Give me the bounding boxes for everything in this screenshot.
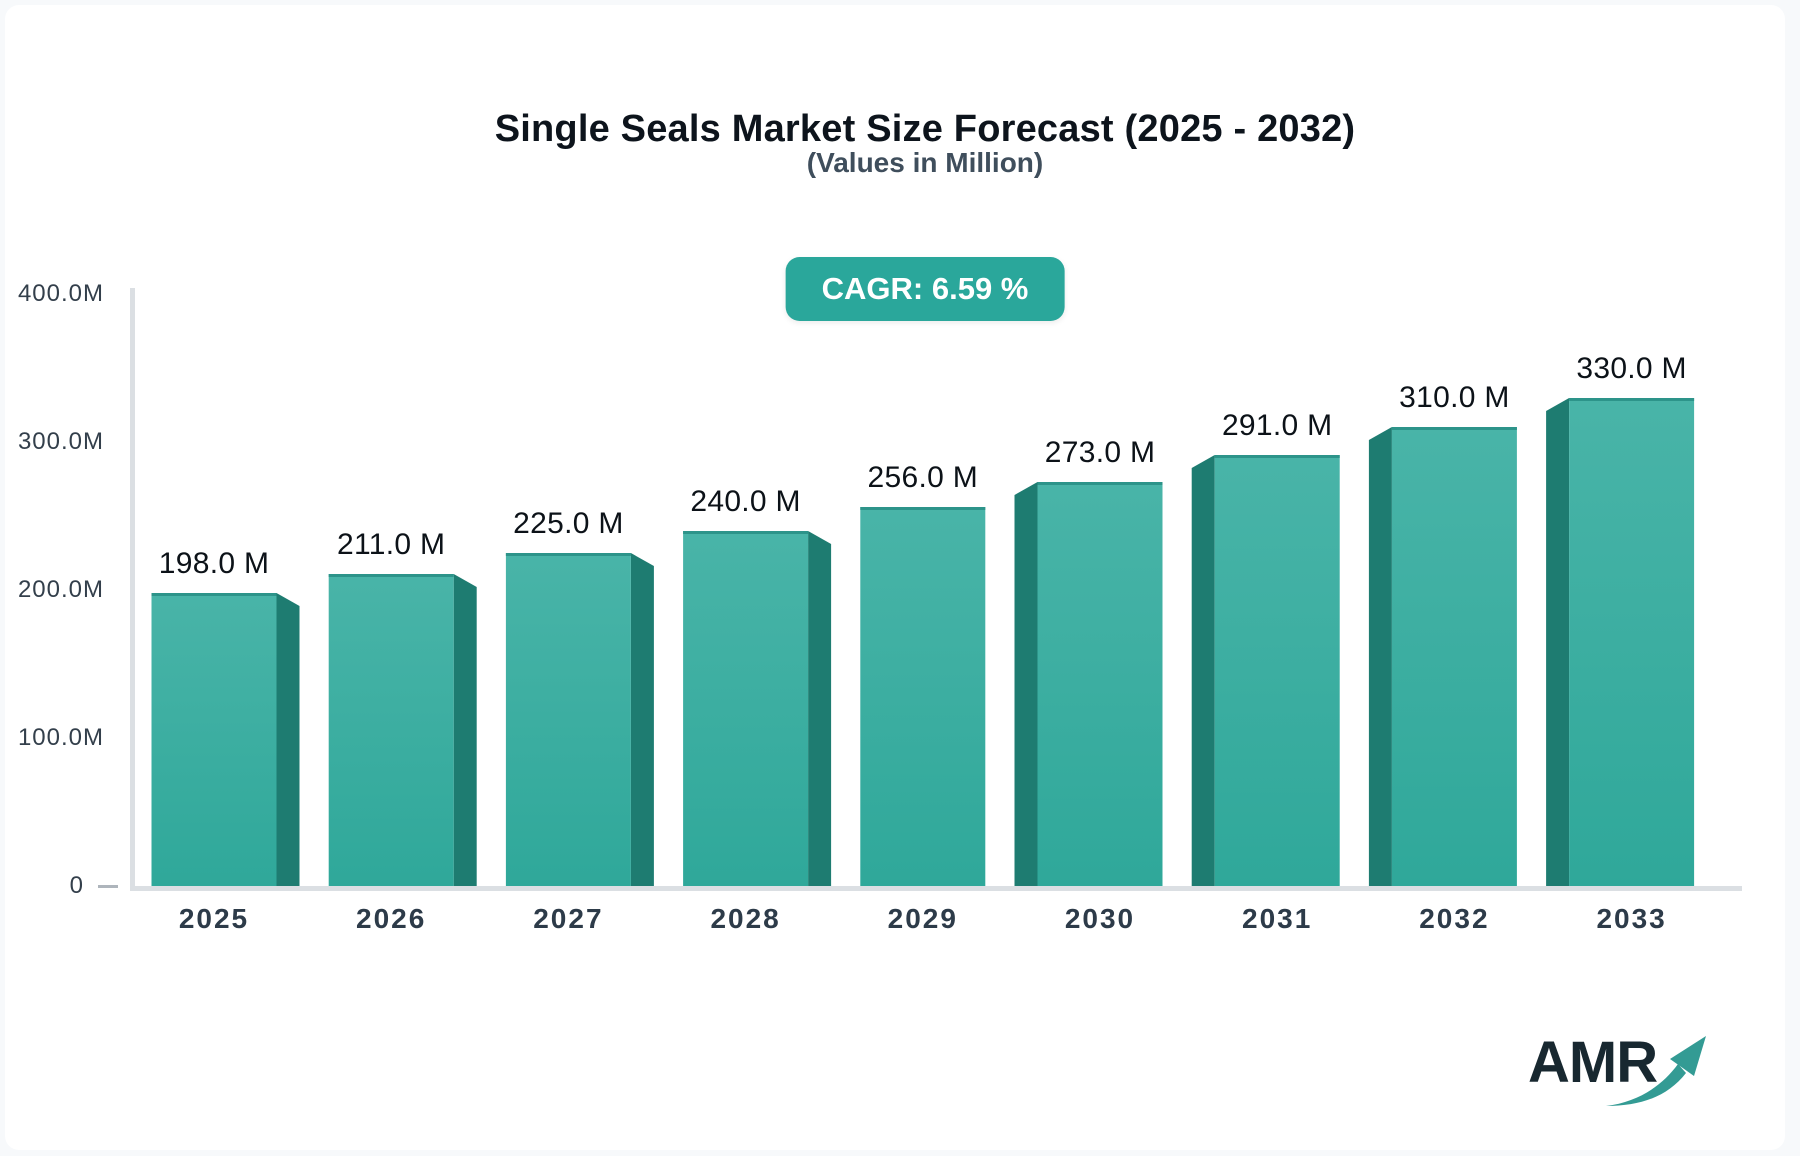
x-axis-line [130,886,1742,891]
x-axis-tick-label: 2028 [710,903,781,934]
bar-value-label: 273.0 M [1044,436,1156,469]
chart-title: Single Seals Market Size Forecast (2025 … [494,108,1356,150]
x-axis-tick-label: 2031 [1242,903,1313,934]
bar-value-label: 240.0 M [690,485,801,518]
bar-value-label: 256.0 M [867,461,979,494]
bar-face [1037,482,1163,886]
y-axis-tick-label: 100.0M [17,724,104,751]
bar-2029 [860,507,986,886]
amr-logo: AMR [1528,1032,1718,1112]
bar-top-edge [328,574,454,577]
bar-value-label: 211.0 M [337,528,446,561]
y-axis-tick-label: 300.0M [17,428,104,455]
bar-value-label: 330.0 M [1576,352,1687,385]
bar-side-face [1014,482,1038,886]
bar-side-face [1191,455,1215,886]
bar-value-label: 198.0 M [158,547,270,580]
bar-2032 [1368,427,1517,886]
bar-side-face [453,574,477,886]
x-axis-tick-label: 2032 [1419,903,1490,934]
bar-value-label: 310.0 M [1399,381,1510,414]
bar-top-edge [1569,398,1695,401]
bar-face [860,507,986,886]
amr-logo-text: AMR [1528,1030,1658,1095]
x-axis-tick-label: 2029 [887,903,958,934]
growth-arrow-icon [1606,1036,1706,1106]
cagr-badge: CAGR: 6.59 % [785,257,1065,321]
bar-value-label: 291.0 M [1221,409,1333,442]
bar-2031 [1191,455,1340,886]
bar-2030 [1014,482,1163,886]
bar-value-label: 225.0 M [513,507,624,540]
y-axis-zero-tick [98,885,118,888]
bar-face [1569,398,1695,886]
x-axis-tick-label: 2025 [178,903,250,934]
bar-top-edge [151,593,277,596]
x-axis-tick-label: 2026 [356,903,427,934]
bar-top-edge [1214,455,1340,458]
bar-side-face [276,593,300,886]
bar-top-edge [860,507,986,510]
bar-side-face [630,553,654,886]
chart-subtitle: (Values in Million) [806,147,1044,178]
y-axis-tick-label: 200.0M [17,576,104,603]
bar-2025 [151,593,300,886]
bar-top-edge [1037,482,1163,485]
bar-face [1391,427,1517,886]
bar-face [683,531,809,886]
bar-face [505,553,631,886]
y-axis-tick-label: 0 [69,872,84,899]
x-axis-tick-label: 2030 [1064,903,1136,934]
cagr-badge-label: CAGR: 6.59 % [821,271,1029,306]
bar-face [1214,455,1340,886]
bar-2026 [328,574,477,886]
bar-face [328,574,454,886]
bar-2028 [683,531,832,886]
bar-2027 [505,553,654,886]
bar-side-face [1368,427,1392,886]
bar-side-face [808,531,832,886]
bar-top-edge [1391,427,1517,430]
y-axis-line [130,288,135,891]
x-axis-tick-label: 2033 [1596,903,1667,934]
y-axis-tick-label: 400.0M [17,280,104,307]
bar-top-edge [683,531,809,534]
bar-side-face [1546,398,1570,886]
bar-top-edge [505,553,631,556]
x-axis-tick-label: 2027 [533,903,604,934]
bar-2033 [1546,398,1695,886]
bar-face [151,593,277,886]
